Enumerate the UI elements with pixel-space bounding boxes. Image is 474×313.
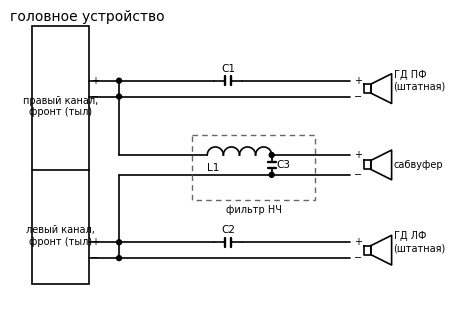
Text: +: + <box>354 237 362 247</box>
Text: левый канал,
фронт (тыл): левый канал, фронт (тыл) <box>26 225 95 247</box>
Text: ГД ЛФ
(штатная): ГД ЛФ (штатная) <box>393 231 446 253</box>
Text: −: − <box>91 253 100 263</box>
Circle shape <box>269 152 274 157</box>
Circle shape <box>117 240 121 245</box>
Text: +: + <box>354 150 362 160</box>
Bar <box>192 135 315 200</box>
Text: −: − <box>354 170 362 180</box>
Text: +: + <box>91 76 100 86</box>
Circle shape <box>117 256 121 260</box>
Circle shape <box>117 78 121 83</box>
Text: C2: C2 <box>221 225 235 235</box>
Text: фильтр НЧ: фильтр НЧ <box>226 204 282 214</box>
Text: +: + <box>91 237 100 247</box>
Circle shape <box>117 94 121 99</box>
Text: C1: C1 <box>221 64 235 74</box>
Text: правый канал,
фронт (тыл): правый канал, фронт (тыл) <box>23 96 98 117</box>
Text: −: − <box>354 253 362 263</box>
Text: ГД ПФ
(штатная): ГД ПФ (штатная) <box>393 70 446 91</box>
Text: −: − <box>91 91 100 101</box>
Text: −: − <box>354 91 362 101</box>
Text: C3: C3 <box>277 160 291 170</box>
Text: сабвуфер: сабвуфер <box>393 160 443 170</box>
Text: +: + <box>354 76 362 86</box>
Text: головное устройство: головное устройство <box>10 10 164 24</box>
Circle shape <box>269 172 274 177</box>
Text: L1: L1 <box>207 163 219 173</box>
